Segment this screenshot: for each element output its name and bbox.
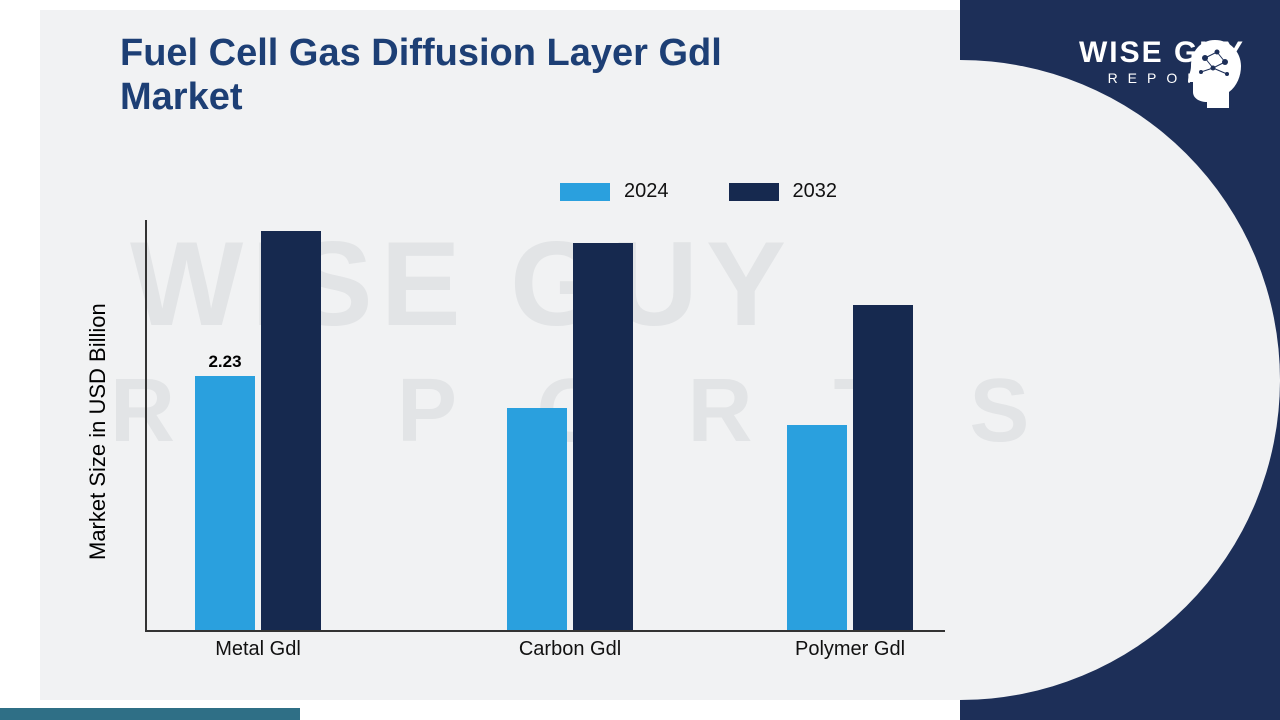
bar-polymer-gdl-2024 bbox=[787, 425, 847, 630]
brand-logo: WISE GUYREPORTS bbox=[985, 36, 1245, 86]
legend-item-2032: 2032 bbox=[729, 180, 838, 203]
legend-swatch bbox=[560, 183, 610, 201]
legend-swatch bbox=[729, 183, 779, 201]
x-axis bbox=[145, 630, 945, 632]
bar-polymer-gdl-2032 bbox=[853, 305, 913, 630]
legend-label: 2032 bbox=[793, 180, 838, 203]
y-axis bbox=[145, 220, 147, 630]
category-label: Metal Gdl bbox=[188, 638, 328, 660]
bar-carbon-gdl-2024 bbox=[507, 408, 567, 630]
circle-cutout bbox=[640, 60, 1280, 700]
y-axis-label: Market Size in USD Billion bbox=[85, 303, 111, 560]
bar-value-label: 2.23 bbox=[208, 352, 241, 372]
legend-item-2024: 2024 bbox=[560, 180, 669, 203]
legend-label: 2024 bbox=[624, 180, 669, 203]
category-label: Carbon Gdl bbox=[500, 638, 640, 660]
bar-metal-gdl-2032 bbox=[261, 231, 321, 630]
category-label: Polymer Gdl bbox=[780, 638, 920, 660]
chart-title: Fuel Cell Gas Diffusion Layer Gdl Market bbox=[120, 32, 840, 119]
footer-accent-bar bbox=[0, 708, 300, 720]
brand-head-icon bbox=[1185, 38, 1245, 113]
bar-metal-gdl-2024 bbox=[195, 376, 255, 630]
bar-carbon-gdl-2032 bbox=[573, 243, 633, 630]
legend: 2024 2032 bbox=[560, 180, 837, 203]
